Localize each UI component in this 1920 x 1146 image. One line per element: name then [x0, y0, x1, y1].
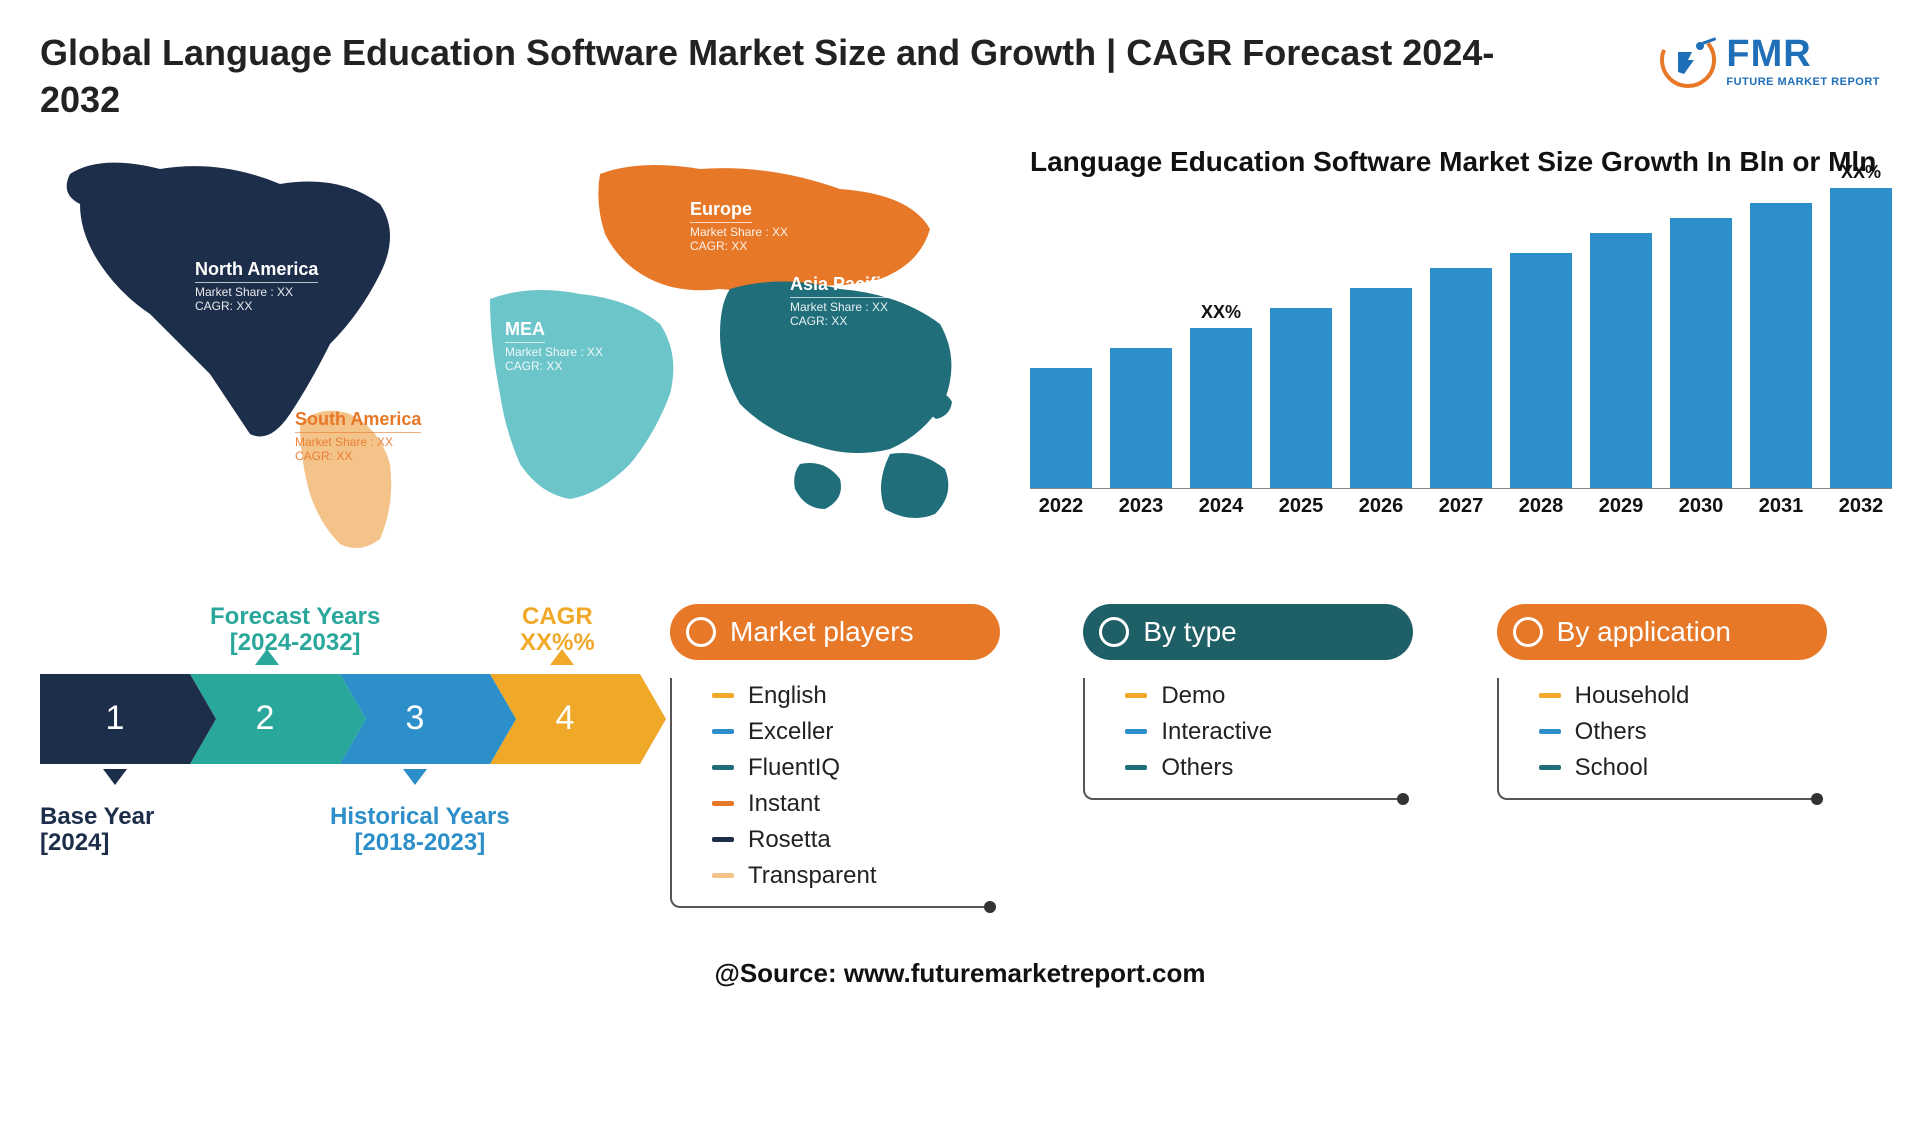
label-forecast: Forecast Years [2024-2032]: [210, 604, 380, 657]
bar: [1590, 233, 1652, 488]
x-label: 2027: [1430, 495, 1492, 518]
world-map: North America Market Share : XX CAGR: XX…: [40, 144, 1000, 564]
pill-header: Market players: [670, 604, 1000, 660]
bar: [1350, 288, 1412, 488]
list-item: FluentIQ: [712, 750, 990, 786]
list-item: English: [712, 678, 990, 714]
label-historical: Historical Years [2018-2023]: [330, 804, 510, 857]
list-item: School: [1539, 750, 1817, 786]
x-label: 2030: [1670, 495, 1732, 518]
pill-header: By type: [1083, 604, 1413, 660]
x-label: 2026: [1350, 495, 1412, 518]
bar: [1670, 218, 1732, 488]
x-label: 2031: [1750, 495, 1812, 518]
list-item: Exceller: [712, 714, 990, 750]
region-mea: MEA Market Share : XX CAGR: XX: [505, 319, 603, 373]
pill-header: By application: [1497, 604, 1827, 660]
source-line: @Source: www.futuremarketreport.com: [40, 958, 1880, 989]
pill-market-players: Market players EnglishExcellerFluentIQIn…: [670, 604, 1053, 908]
timeline: Forecast Years [2024-2032] CAGR XX%% 123…: [40, 604, 640, 784]
list-item: Transparent: [712, 858, 990, 894]
logo-icon: [1658, 30, 1718, 90]
bar: [1750, 203, 1812, 488]
region-europe: Europe Market Share : XX CAGR: XX: [690, 199, 788, 253]
logo: FMR FUTURE MARKET REPORT: [1658, 30, 1880, 90]
x-label: 2024: [1190, 495, 1252, 518]
x-label: 2023: [1110, 495, 1172, 518]
list-item: Others: [1125, 750, 1403, 786]
bar: [1110, 348, 1172, 488]
list-item: Household: [1539, 678, 1817, 714]
pill-by-type: By type DemoInteractiveOthers: [1083, 604, 1466, 800]
bar: [1510, 253, 1572, 488]
list-item: Demo: [1125, 678, 1403, 714]
timeline-segment: 1: [40, 674, 190, 764]
x-label: 2022: [1030, 495, 1092, 518]
bar: XX%: [1830, 188, 1892, 488]
bar: [1430, 268, 1492, 488]
region-south-america: South America Market Share : XX CAGR: XX: [295, 409, 421, 463]
x-label: 2029: [1590, 495, 1652, 518]
bar: [1030, 368, 1092, 488]
chart-title: Language Education Software Market Size …: [1030, 144, 1892, 179]
list-item: Instant: [712, 786, 990, 822]
list-item: Interactive: [1125, 714, 1403, 750]
bar-chart: Language Education Software Market Size …: [1030, 144, 1892, 564]
label-base: Base Year [2024]: [40, 804, 154, 857]
x-label: 2032: [1830, 495, 1892, 518]
pill-by-application: By application HouseholdOthersSchool: [1497, 604, 1880, 800]
list-item: Others: [1539, 714, 1817, 750]
x-label: 2025: [1270, 495, 1332, 518]
page-title: Global Language Education Software Marke…: [40, 30, 1540, 124]
logo-text-big: FMR: [1726, 33, 1880, 76]
logo-text-small: FUTURE MARKET REPORT: [1726, 76, 1880, 88]
region-north-america: North America Market Share : XX CAGR: XX: [195, 259, 318, 313]
list-item: Rosetta: [712, 822, 990, 858]
region-asia-pacific: Asia Pacific Market Share : XX CAGR: XX: [790, 274, 891, 328]
x-label: 2028: [1510, 495, 1572, 518]
bar: XX%: [1190, 328, 1252, 488]
bar: [1270, 308, 1332, 488]
